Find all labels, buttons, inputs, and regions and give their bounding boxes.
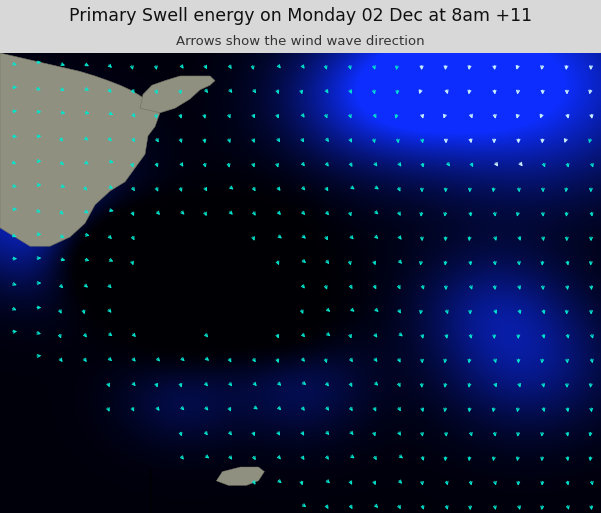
Polygon shape [0, 53, 160, 246]
Text: Primary Swell energy on Monday 02 Dec at 8am +11: Primary Swell energy on Monday 02 Dec at… [69, 7, 532, 25]
Polygon shape [216, 467, 264, 485]
Polygon shape [140, 76, 215, 113]
Text: Arrows show the wind wave direction: Arrows show the wind wave direction [176, 35, 425, 48]
